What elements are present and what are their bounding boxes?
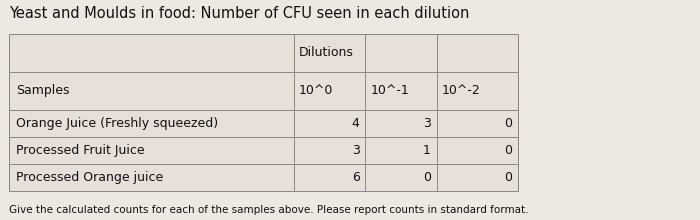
- Text: 0: 0: [505, 171, 512, 184]
- Text: Give the calculated counts for each of the samples above. Please report counts i: Give the calculated counts for each of t…: [9, 205, 528, 214]
- Text: 10^-2: 10^-2: [442, 84, 480, 97]
- Bar: [365, 164, 437, 191]
- Text: Orange Juice (Freshly squeezed): Orange Juice (Freshly squeezed): [16, 117, 218, 130]
- Bar: [9, 164, 294, 191]
- Bar: [365, 72, 437, 110]
- Bar: [437, 72, 518, 110]
- Bar: [294, 137, 365, 164]
- Text: 0: 0: [505, 117, 512, 130]
- Bar: [9, 34, 518, 191]
- Bar: [365, 137, 437, 164]
- Text: Processed Orange juice: Processed Orange juice: [16, 171, 163, 184]
- Text: Processed Fruit Juice: Processed Fruit Juice: [16, 144, 145, 157]
- Text: 10^0: 10^0: [299, 84, 333, 97]
- Text: 6: 6: [352, 171, 360, 184]
- Text: 0: 0: [505, 144, 512, 157]
- Text: 3: 3: [423, 117, 431, 130]
- Bar: [294, 34, 365, 72]
- Bar: [9, 137, 294, 164]
- Text: Samples: Samples: [16, 84, 69, 97]
- Bar: [437, 110, 518, 137]
- Text: Yeast and Moulds in food: Number of CFU seen in each dilution: Yeast and Moulds in food: Number of CFU …: [9, 6, 470, 20]
- Bar: [294, 164, 365, 191]
- Text: 3: 3: [352, 144, 360, 157]
- Bar: [294, 72, 365, 110]
- Text: 10^-1: 10^-1: [370, 84, 409, 97]
- Bar: [437, 137, 518, 164]
- Text: 1: 1: [423, 144, 431, 157]
- Bar: [9, 34, 294, 72]
- Bar: [365, 110, 437, 137]
- Bar: [437, 164, 518, 191]
- Text: Dilutions: Dilutions: [299, 46, 354, 59]
- Bar: [9, 110, 294, 137]
- Text: 4: 4: [352, 117, 360, 130]
- Bar: [437, 34, 518, 72]
- Bar: [365, 34, 437, 72]
- Text: 0: 0: [423, 171, 431, 184]
- Bar: [9, 72, 294, 110]
- Bar: [294, 110, 365, 137]
